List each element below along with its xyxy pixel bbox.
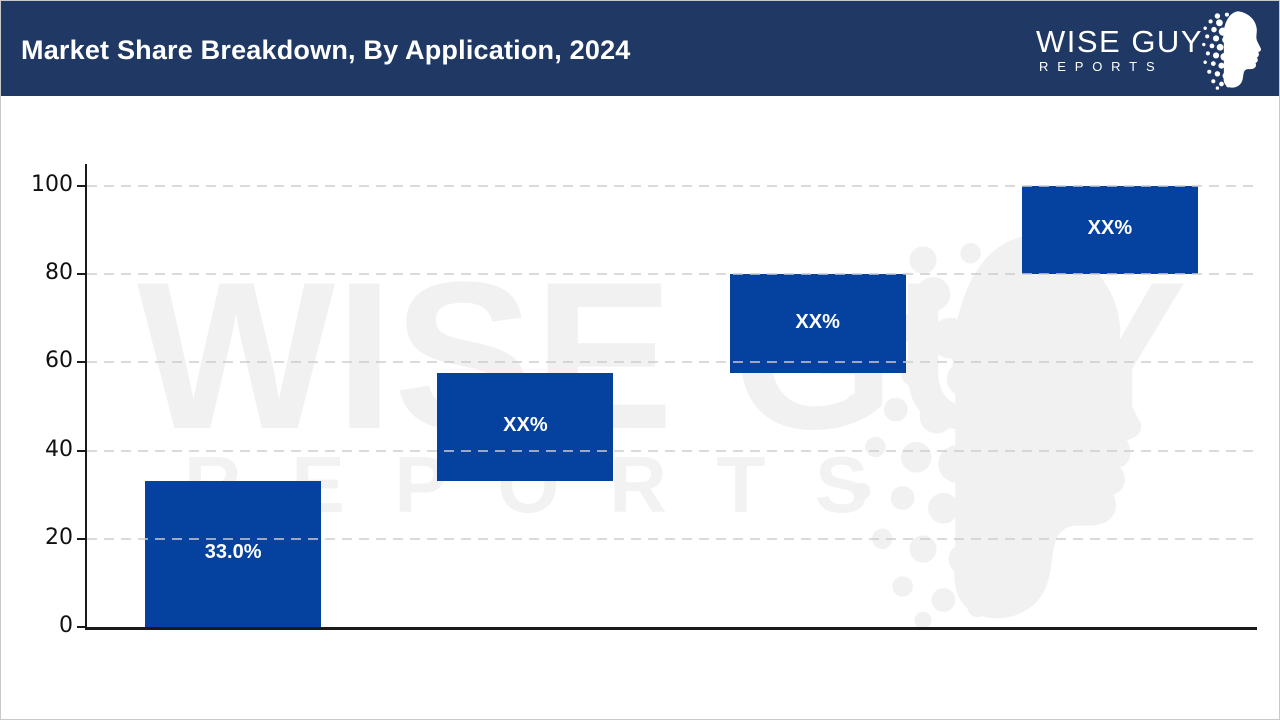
wise-guy-logo: WISE GUY REPORTS [1036,8,1265,92]
gridline-20 [87,537,1256,540]
bar-value-label-architectural: 33.0% [204,541,262,564]
y-tick-mark [77,273,85,276]
logo-face-icon [1202,11,1262,90]
gridline-40 [87,449,1256,452]
y-tick-label: 60 [45,348,73,374]
gridline-60 [87,361,1256,364]
logo-brand-name: WISE GUY [1035,23,1203,59]
bar-decorative [1021,186,1198,275]
bar-value-label-industrial: XX% [503,414,548,437]
waterfall-chart: 02040608010033.0%ArchitecturalXX%Industr… [1,96,1279,719]
y-tick-label: 80 [45,260,73,286]
gridline-80 [87,273,1256,276]
y-tick-mark [77,361,85,364]
bar-architectural [145,481,322,627]
gridline-100 [87,185,1256,187]
y-tick-label: 100 [31,172,73,197]
x-axis-line [85,627,1257,630]
y-tick-mark [77,626,85,628]
bar-value-label-decorative: XX% [1087,217,1133,240]
y-axis-line [85,164,87,629]
logo-text: WISE GUY REPORTS [1035,23,1203,75]
y-tick-label: 0 [59,613,73,638]
chart-title: Market Share Breakdown, By Application, … [21,35,631,65]
y-tick-label: 40 [45,436,73,462]
y-tick-mark [77,449,85,452]
y-tick-mark [77,185,85,187]
logo-reports-label: REPORTS [1038,59,1164,75]
y-tick-mark [77,537,85,540]
y-tick-label: 20 [45,524,73,550]
bar-agricultural [729,274,906,374]
header-bar: Market Share Breakdown, By Application, … [1,1,1279,96]
bar-industrial [437,373,614,482]
bar-value-label-agricultural: XX% [795,310,840,333]
